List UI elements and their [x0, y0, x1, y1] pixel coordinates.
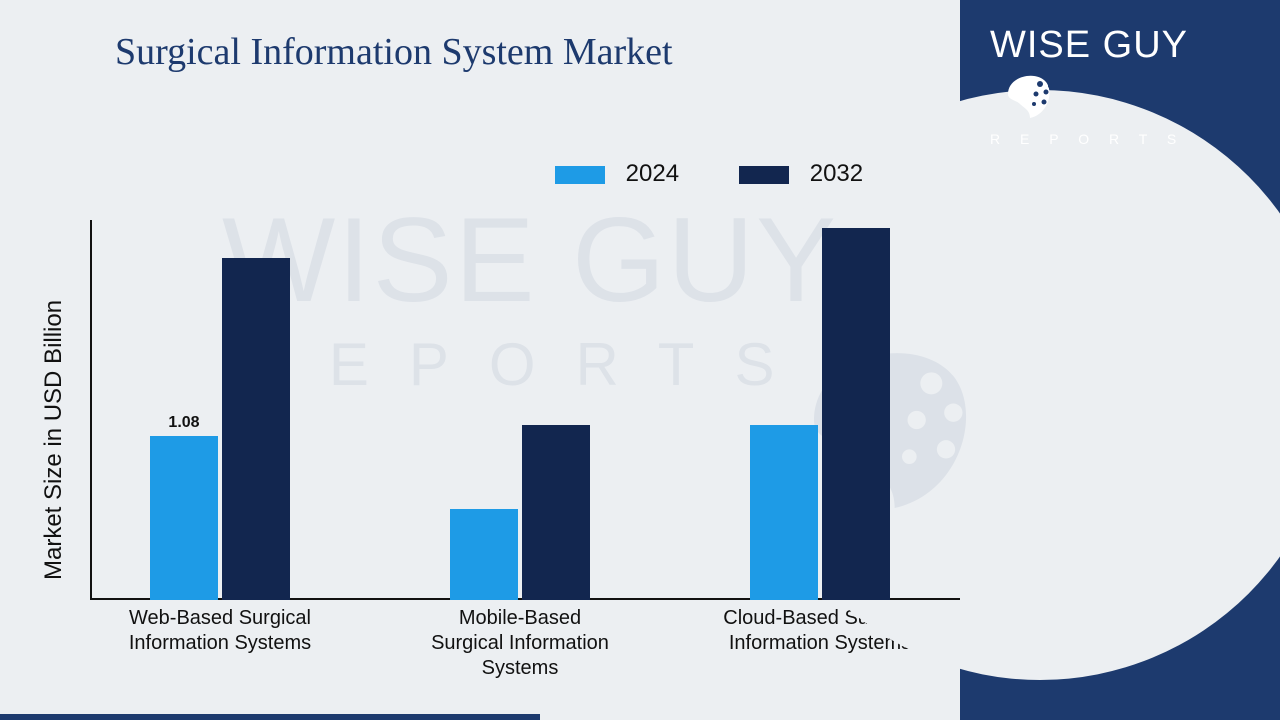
- legend-swatch-2032: [739, 166, 789, 184]
- legend-item-2024: 2024: [555, 160, 679, 188]
- brand-head-icon: [996, 64, 1056, 129]
- bottom-accent-band: [0, 714, 540, 720]
- legend-label-2024: 2024: [626, 160, 679, 187]
- brand-subtitle: R E P O R T S: [990, 131, 1250, 147]
- y-axis-line: [90, 220, 92, 600]
- chart-area: 1.08: [90, 200, 960, 600]
- bar-2032: [222, 258, 290, 600]
- canvas: Surgical Information System Market WISE …: [0, 0, 1280, 720]
- legend-item-2032: 2032: [739, 160, 863, 188]
- category-label: Mobile-Based Surgical Information System…: [420, 606, 620, 681]
- brand-name: WISE GUY: [990, 26, 1188, 64]
- bar-2024: [750, 425, 818, 600]
- category-label: Web-Based Surgical Information Systems: [120, 606, 320, 656]
- legend-swatch-2024: [555, 166, 605, 184]
- bar-2032: [522, 425, 590, 600]
- y-axis-label: Market Size in USD Billion: [40, 300, 68, 580]
- brand-block: WISE GUY R E P O R T S: [990, 26, 1250, 147]
- bar-value-label: 1.08: [144, 414, 224, 432]
- legend-label-2032: 2032: [810, 160, 863, 187]
- bar-2024: [150, 436, 218, 600]
- chart-title: Surgical Information System Market: [115, 30, 673, 74]
- legend: 2024 2032: [555, 160, 863, 188]
- bar-2024: [450, 509, 518, 600]
- bar-2032: [822, 228, 890, 600]
